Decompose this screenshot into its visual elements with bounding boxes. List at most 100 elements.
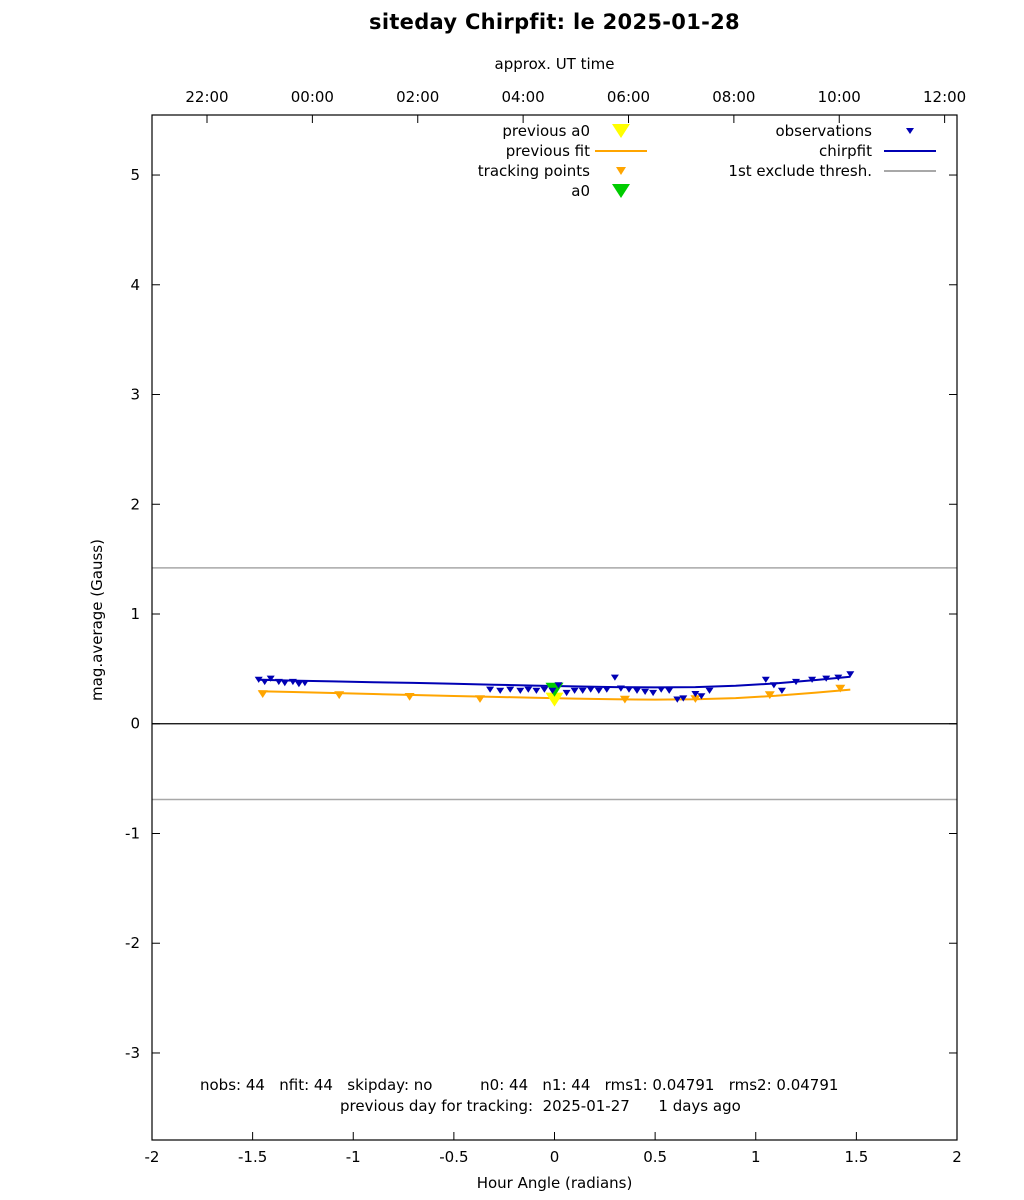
x2-tick-label: 02:00 (396, 88, 439, 106)
x-tick-label: 2 (952, 1148, 962, 1166)
marker-tracking-points (404, 693, 415, 701)
previous-a0-triangle-icon (590, 124, 652, 138)
x2-tick-label: 12:00 (923, 88, 966, 106)
legend-label-tracking-points: tracking points (477, 162, 590, 180)
marker-observations (777, 687, 786, 694)
x-tick-label: -1.5 (238, 1148, 267, 1166)
x2-tick-label: 22:00 (185, 88, 228, 106)
legend-item-previous-fit: previous fit (370, 141, 652, 161)
marker-observations (625, 686, 633, 693)
marker-observations (641, 688, 650, 695)
plot-border (151, 114, 958, 1141)
legend-item-tracking-points: tracking points (370, 161, 652, 181)
y-tick-label: 2 (130, 495, 140, 513)
legend-label-previous-a0: previous a0 (502, 122, 590, 140)
y-tick-label: -2 (125, 934, 140, 952)
marker-tracking-points (257, 690, 268, 698)
x-tick-label: 1.5 (844, 1148, 868, 1166)
marker-observations (761, 676, 770, 683)
marker-observations (657, 686, 666, 693)
a0-triangle-icon (590, 184, 652, 198)
marker-observations (524, 686, 533, 693)
marker-observations (562, 689, 571, 697)
marker-observations (673, 696, 682, 703)
y-tick-label: 5 (130, 166, 140, 184)
legend-item-exclude-thresh: 1st exclude thresh. (640, 161, 948, 181)
exclude-thresh-line-icon (872, 170, 948, 172)
top-axis-label: approx. UT time (494, 55, 615, 73)
legend-label-a0: a0 (571, 182, 590, 200)
marker-tracking-points (334, 691, 345, 700)
x2-tick-label: 06:00 (607, 88, 650, 106)
marker-observations (570, 687, 579, 694)
marker-observations (769, 682, 778, 689)
x-axis-label: Hour Angle (radians) (476, 1174, 633, 1192)
marker-previous-a0 (545, 692, 564, 707)
marker-observations (540, 686, 549, 693)
marker-observations (649, 689, 658, 697)
x2-tick-label: 08:00 (712, 88, 755, 106)
y-tick-label: -1 (125, 824, 140, 842)
marker-observations (288, 678, 297, 686)
marker-observations (633, 687, 641, 694)
legend-label-chirpfit: chirpfit (819, 142, 872, 160)
marker-tracking-points (619, 695, 630, 704)
marker-observations (496, 687, 505, 694)
marker-observations (578, 687, 587, 694)
marker-observations (280, 680, 289, 687)
x-tick-label: 0 (550, 1148, 560, 1166)
marker-tracking-points (475, 695, 485, 703)
legend-item-chirpfit: chirpfit (640, 141, 948, 161)
marker-observations (691, 691, 700, 698)
marker-observations (616, 685, 625, 692)
x2-tick-label: 04:00 (502, 88, 545, 106)
y-tick-label: 3 (130, 386, 140, 404)
marker-observations (516, 687, 525, 694)
marker-tracking-points (690, 695, 701, 703)
marker-observations (294, 681, 303, 688)
marker-observations (254, 676, 263, 683)
x-tick-label: 0.5 (643, 1148, 667, 1166)
chirpfit-line-icon (872, 150, 948, 152)
x-tick-label: -2 (145, 1148, 160, 1166)
marker-observations (846, 671, 855, 678)
marker-observations (260, 678, 269, 686)
legend-item-a0: a0 (370, 181, 652, 201)
marker-observations (532, 687, 541, 694)
y-tick-label: 1 (130, 605, 140, 623)
x2-tick-label: 10:00 (818, 88, 861, 106)
stats-line-2: previous day for tracking: 2025-01-27 1 … (340, 1097, 741, 1115)
y-axis-label: mag.average (Gauss) (88, 539, 106, 701)
marker-observations (610, 674, 619, 681)
legend-label-exclude-thresh: 1st exclude thresh. (728, 162, 872, 180)
marker-observations (602, 686, 611, 693)
marker-observations (697, 693, 706, 700)
marker-observations (792, 678, 800, 686)
x-tick-label: -0.5 (439, 1148, 468, 1166)
marker-observations (665, 687, 674, 694)
x-tick-label: 1 (751, 1148, 761, 1166)
marker-tracking-points (835, 684, 846, 693)
x-tick-label: -1 (346, 1148, 361, 1166)
observations-triangle-icon (872, 128, 948, 134)
marker-observations (705, 687, 714, 694)
marker-observations (808, 676, 817, 683)
legend-item-previous-a0: previous a0 (370, 121, 652, 141)
marker-observations (679, 695, 688, 702)
marker-observations (548, 687, 557, 694)
marker-observations (594, 687, 603, 694)
marker-observations (554, 682, 563, 689)
y-tick-label: 0 (130, 715, 140, 733)
marker-observations (266, 675, 275, 682)
marker-tracking-points (764, 691, 775, 700)
marker-observations (586, 686, 595, 693)
previous-fit-line-icon (590, 150, 652, 152)
marker-observations (274, 678, 283, 686)
y-tick-label: -3 (125, 1044, 140, 1062)
stats-line-1: nobs: 44 nfit: 44 skipday: no n0: 44 n1:… (200, 1076, 839, 1094)
legend-label-previous-fit: previous fit (505, 142, 590, 160)
marker-observations (834, 674, 843, 681)
tracking-points-triangle-icon (590, 167, 652, 175)
